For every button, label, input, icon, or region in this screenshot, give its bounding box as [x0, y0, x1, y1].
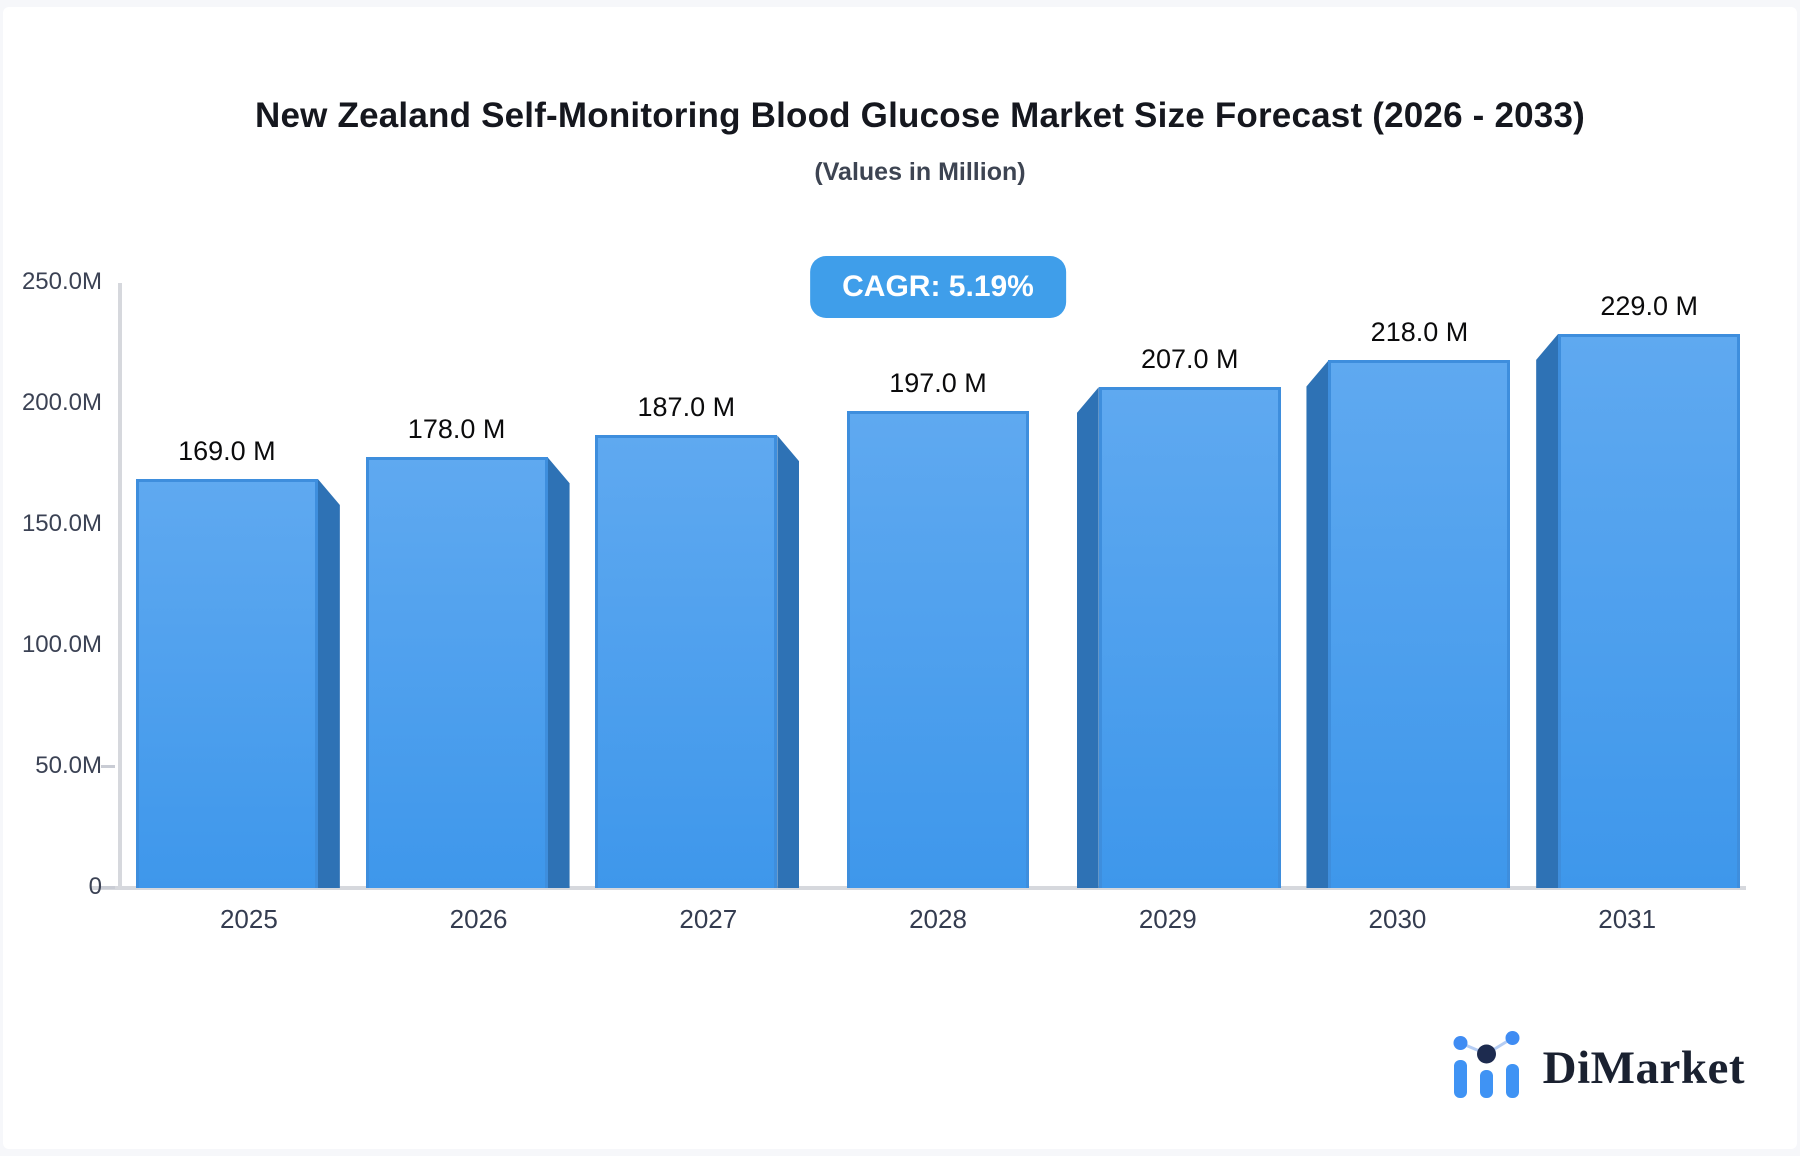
x-tick-label: 2027	[679, 904, 738, 934]
bar-group: 197.0 M	[847, 283, 1030, 888]
y-tick-label: 200.0M	[21, 389, 102, 416]
bar-value-label: 207.0 M	[1140, 344, 1239, 375]
y-tick-label: 150.0M	[21, 510, 102, 537]
bar-value-label: 187.0 M	[637, 392, 736, 423]
bar-value-label: 197.0 M	[889, 368, 987, 399]
bar-3d-side	[1076, 387, 1099, 888]
bar[interactable]	[365, 457, 548, 888]
bar-value-label: 169.0 M	[178, 436, 276, 467]
bar[interactable]	[1328, 360, 1511, 888]
logo-text: DiMarket	[1542, 1042, 1745, 1094]
bar-slot: 187.0 M	[593, 283, 823, 888]
bar-value-label: 178.0 M	[407, 414, 506, 445]
bars-area: 169.0 M 178.0 M 187.0 M 197.0 M 207.0 M 218.0…	[134, 283, 1742, 888]
bar-3d-side	[777, 435, 800, 888]
bar-slot: 229.0 M	[1512, 283, 1742, 888]
x-tick-label: 2030	[1368, 904, 1427, 934]
x-tick-label: 2029	[1138, 904, 1197, 934]
y-tick-label: 250.0M	[21, 268, 102, 295]
cagr-badge: CAGR: 5.19%	[810, 256, 1066, 318]
x-tick-label: 2031	[1598, 904, 1657, 934]
bar[interactable]	[1098, 387, 1281, 888]
bar-slot: 207.0 M	[1053, 283, 1283, 888]
y-tick-label: 50.0M	[35, 752, 102, 779]
y-tick-mark	[101, 765, 115, 768]
y-tick-label: 100.0M	[21, 631, 102, 658]
bar-slot: 197.0 M	[823, 283, 1053, 888]
bar-group: 178.0 M	[365, 283, 570, 888]
bar-value-label: 218.0 M	[1370, 317, 1469, 348]
bar-slot: 178.0 M	[364, 283, 594, 888]
bar-group: 169.0 M	[135, 283, 340, 888]
bar-slot: 169.0 M	[134, 283, 364, 888]
y-axis-line	[118, 283, 122, 889]
chart-title: New Zealand Self-Monitoring Blood Glucos…	[255, 96, 1585, 135]
y-tick-mark	[101, 886, 115, 889]
bar-group: 218.0 M	[1306, 283, 1511, 888]
bar-group: 207.0 M	[1076, 283, 1281, 888]
bar-3d-side	[1306, 360, 1329, 888]
bar-3d-side	[547, 457, 570, 888]
x-axis-line	[90, 886, 1746, 890]
bar[interactable]	[1558, 333, 1741, 888]
bar[interactable]	[595, 435, 778, 888]
bar-group: 229.0 M	[1536, 283, 1741, 888]
bar-slot: 218.0 M	[1283, 283, 1513, 888]
x-axis-labels: 2025 2026 2027 2028 2029 2030 2031	[134, 904, 1742, 935]
chart-subtitle: (Values in Million)	[814, 158, 1026, 186]
bar-chart-logo-icon	[1453, 1031, 1520, 1098]
dimarket-logo: DiMarket	[1450, 1028, 1745, 1108]
bar-group: 187.0 M	[595, 283, 800, 888]
x-tick-label: 2026	[449, 904, 508, 934]
x-tick-label: 2025	[219, 904, 278, 934]
bar-3d-side	[1536, 333, 1559, 888]
bar-3d-side	[317, 479, 340, 888]
y-tick-label: 0	[88, 873, 102, 900]
bar[interactable]	[847, 411, 1030, 888]
bar[interactable]	[135, 479, 318, 888]
bar-value-label: 229.0 M	[1600, 290, 1698, 321]
x-tick-label: 2028	[909, 904, 967, 934]
